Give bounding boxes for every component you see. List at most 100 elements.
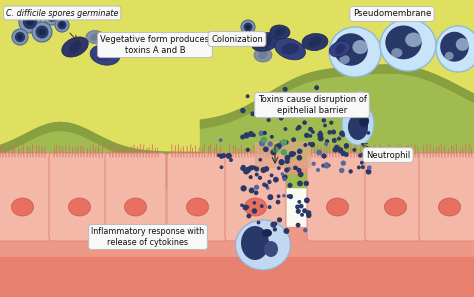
Ellipse shape — [254, 48, 272, 62]
Circle shape — [277, 195, 280, 198]
Circle shape — [268, 142, 272, 146]
Circle shape — [249, 166, 254, 170]
Circle shape — [60, 23, 64, 27]
Circle shape — [285, 159, 289, 163]
Circle shape — [241, 204, 243, 206]
Circle shape — [301, 214, 303, 216]
Circle shape — [259, 159, 262, 161]
Circle shape — [332, 130, 336, 134]
Ellipse shape — [62, 37, 88, 57]
Ellipse shape — [251, 33, 279, 51]
Circle shape — [324, 96, 327, 99]
Circle shape — [330, 121, 333, 124]
Circle shape — [257, 221, 260, 224]
Circle shape — [305, 133, 309, 138]
Circle shape — [289, 195, 292, 198]
Circle shape — [282, 140, 286, 145]
Circle shape — [255, 173, 258, 176]
Circle shape — [264, 167, 268, 171]
Circle shape — [368, 166, 371, 169]
Circle shape — [365, 150, 367, 152]
Circle shape — [341, 151, 345, 155]
Bar — [0, 227, 474, 297]
FancyBboxPatch shape — [225, 153, 286, 241]
Ellipse shape — [302, 34, 328, 50]
Circle shape — [283, 195, 285, 197]
Circle shape — [288, 168, 290, 170]
Circle shape — [285, 168, 289, 172]
Circle shape — [296, 128, 299, 130]
Text: Toxins cause disruption of
epithelial barrier: Toxins cause disruption of epithelial ba… — [257, 95, 366, 115]
Circle shape — [292, 152, 295, 155]
Circle shape — [255, 167, 258, 171]
Circle shape — [319, 136, 323, 141]
Circle shape — [328, 164, 330, 167]
Circle shape — [222, 154, 225, 157]
Circle shape — [285, 155, 290, 160]
Ellipse shape — [86, 31, 104, 43]
Circle shape — [322, 164, 325, 167]
Circle shape — [244, 169, 249, 174]
Circle shape — [263, 183, 266, 186]
Circle shape — [304, 144, 307, 146]
Circle shape — [339, 110, 341, 112]
Circle shape — [219, 154, 223, 158]
Circle shape — [247, 167, 251, 170]
Circle shape — [15, 32, 25, 42]
Circle shape — [249, 176, 252, 178]
Bar — [0, 0, 474, 187]
Circle shape — [310, 106, 313, 109]
Circle shape — [278, 167, 280, 169]
Circle shape — [38, 29, 46, 36]
Circle shape — [345, 144, 348, 147]
Ellipse shape — [245, 198, 266, 216]
Ellipse shape — [359, 115, 369, 127]
Ellipse shape — [445, 52, 454, 60]
Circle shape — [282, 150, 286, 155]
Ellipse shape — [125, 198, 146, 216]
Circle shape — [274, 222, 277, 225]
Ellipse shape — [352, 40, 368, 54]
Circle shape — [270, 174, 273, 176]
Circle shape — [46, 10, 58, 22]
Circle shape — [230, 159, 232, 161]
Circle shape — [276, 144, 281, 149]
Circle shape — [267, 187, 269, 189]
Circle shape — [317, 169, 319, 171]
Circle shape — [267, 119, 270, 121]
Circle shape — [19, 11, 41, 33]
Circle shape — [306, 211, 310, 215]
Circle shape — [261, 168, 266, 172]
Circle shape — [296, 223, 300, 227]
Circle shape — [328, 131, 331, 134]
Circle shape — [345, 144, 348, 148]
Circle shape — [339, 148, 342, 151]
Circle shape — [335, 145, 339, 149]
Ellipse shape — [97, 49, 113, 61]
Circle shape — [298, 181, 302, 186]
FancyBboxPatch shape — [105, 153, 166, 241]
Circle shape — [244, 133, 249, 138]
Circle shape — [261, 205, 263, 207]
Ellipse shape — [11, 198, 34, 216]
Circle shape — [315, 86, 319, 89]
Circle shape — [26, 18, 34, 26]
Text: Inflammatory response with
release of cytokines: Inflammatory response with release of cy… — [91, 227, 205, 247]
Circle shape — [264, 147, 268, 151]
Ellipse shape — [436, 26, 474, 72]
Circle shape — [32, 22, 52, 42]
Ellipse shape — [91, 33, 100, 41]
Circle shape — [269, 99, 272, 102]
Circle shape — [340, 131, 344, 136]
Circle shape — [358, 166, 360, 169]
Circle shape — [298, 149, 302, 154]
Circle shape — [263, 132, 266, 134]
Ellipse shape — [241, 226, 269, 260]
Circle shape — [322, 154, 326, 158]
Circle shape — [326, 140, 328, 143]
Ellipse shape — [384, 198, 407, 216]
Circle shape — [367, 132, 370, 134]
Circle shape — [322, 119, 325, 122]
Circle shape — [337, 137, 340, 140]
Circle shape — [290, 152, 294, 157]
